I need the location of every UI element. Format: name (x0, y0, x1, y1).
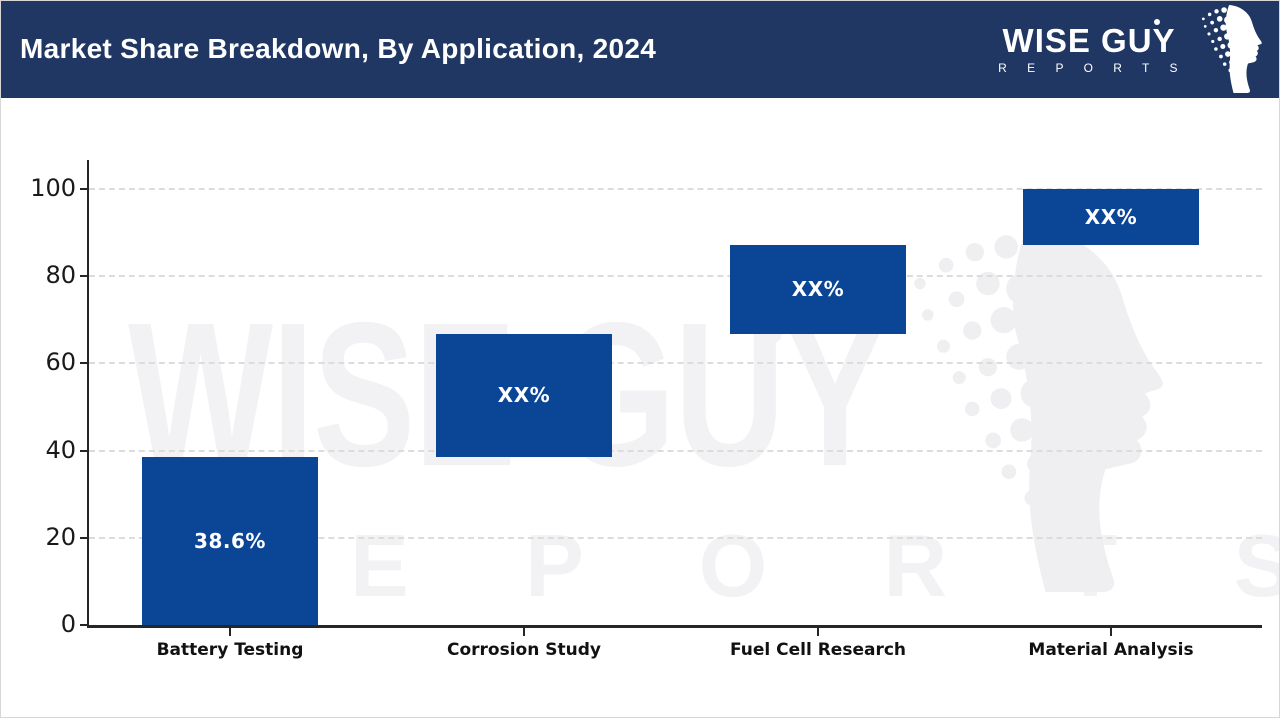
x-tick (523, 628, 525, 636)
y-tick-label: 0 (60, 610, 76, 638)
bar-fuel-cell-research: XX% (730, 244, 906, 335)
y-tick (80, 536, 88, 539)
wiseguy-head-icon (1192, 5, 1270, 93)
x-axis-label: Fuel Cell Research (729, 640, 907, 660)
x-tick (1110, 628, 1112, 636)
logo-wordmark-text: WISE GUY (1002, 21, 1176, 59)
y-tick (80, 624, 88, 626)
bar-value-label: XX% (497, 383, 551, 408)
y-tick (80, 362, 88, 365)
wiseguy-logo: WISE GUY R E P O R T S (992, 5, 1270, 93)
x-tick (229, 628, 231, 636)
logo-wordmark: WISE GUY (992, 18, 1186, 59)
x-tick (817, 628, 819, 636)
bar-value-label: XX% (1084, 204, 1138, 229)
x-axis-label: Corrosion Study (447, 640, 601, 660)
grid-line (89, 536, 1262, 539)
y-tick-label: 100 (30, 174, 76, 202)
grid-line (89, 188, 1262, 190)
y-tick-label: 20 (45, 522, 76, 551)
grid-line (89, 275, 1262, 278)
bar-corrosion-study: XX% (436, 334, 612, 457)
logo-text: WISE GUY R E P O R T S (992, 18, 1186, 75)
bar-value-label: 38.6% (194, 528, 266, 553)
y-tick-label: 60 (45, 348, 76, 377)
bar-material-analysis: XX% (1023, 189, 1199, 245)
grid-line (89, 362, 1262, 365)
y-tick-label: 80 (45, 261, 76, 290)
logo-dot (1154, 18, 1160, 25)
x-axis-line (87, 625, 1262, 628)
watermark-subtext: R E P O R T S (170, 516, 1280, 615)
logo-subtext: R E P O R T S (998, 60, 1186, 75)
y-tick-label: 40 (45, 435, 76, 464)
y-axis-line (87, 160, 89, 628)
y-tick (80, 449, 88, 452)
x-axis-label: Battery Testing (156, 640, 304, 660)
header-bar: Market Share Breakdown, By Application, … (0, 0, 1280, 98)
grid-line (89, 449, 1262, 452)
y-tick (80, 275, 88, 278)
x-axis-label: Material Analysis (1028, 640, 1194, 660)
bar-value-label: XX% (791, 277, 845, 302)
y-tick (80, 188, 88, 190)
bar-battery-testing: 38.6% (142, 456, 318, 625)
page-title: Market Share Breakdown, By Application, … (20, 33, 657, 64)
